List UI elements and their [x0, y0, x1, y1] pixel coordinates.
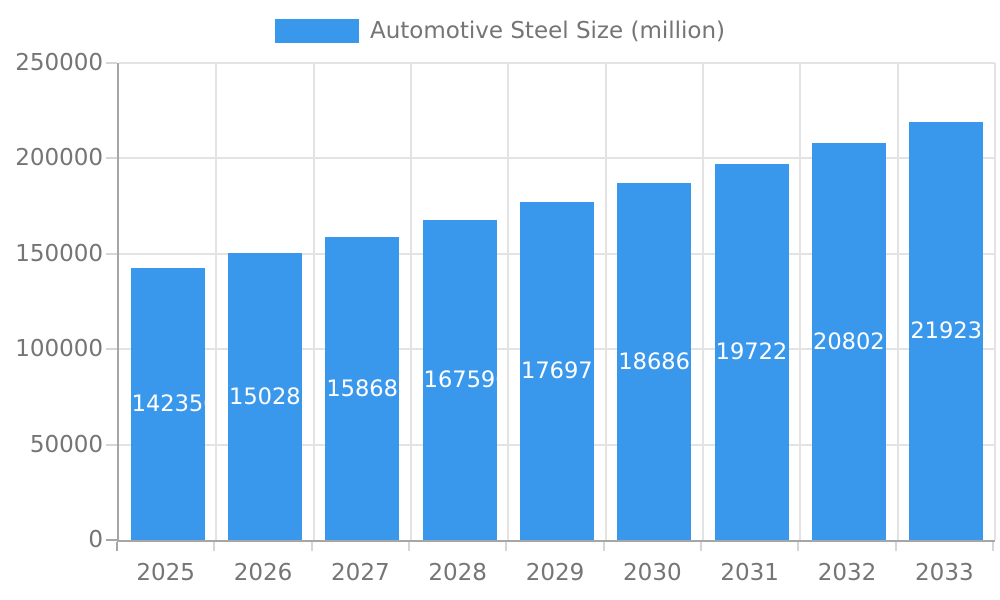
- x-tick-label: 2026: [233, 560, 293, 586]
- bar-value-label: 197221: [715, 338, 789, 365]
- bar[interactable]: 167596: [422, 220, 497, 540]
- x-axis-tick: [408, 542, 410, 551]
- y-tick-label: 100000: [15, 336, 103, 363]
- y-tick-label: 50000: [29, 431, 103, 458]
- x-axis-tick: [700, 542, 702, 551]
- bar[interactable]: 142350: [130, 268, 205, 540]
- bar[interactable]: 197221: [714, 163, 789, 540]
- y-axis-tick: [106, 348, 117, 351]
- bar-value-label: 167596: [423, 367, 497, 394]
- v-gridline: [994, 63, 996, 540]
- h-gridline: [119, 62, 995, 64]
- bar-value-label: 142350: [131, 391, 205, 418]
- legend-color-swatch[interactable]: [274, 19, 359, 43]
- x-axis-tick: [894, 542, 897, 551]
- chart-legend: Automotive Steel Size (million): [0, 18, 1000, 44]
- y-tick-label: 150000: [15, 240, 103, 267]
- legend-series-label[interactable]: Automotive Steel Size (million): [369, 18, 726, 44]
- x-axis-tick: [310, 542, 313, 551]
- y-tick-label: 250000: [15, 50, 103, 76]
- x-axis-tick: [505, 542, 508, 551]
- bar[interactable]: 150280: [228, 253, 302, 540]
- bar-value-label: 176972: [521, 358, 594, 385]
- x-axis-tick: [797, 542, 800, 551]
- y-axis-tick: [106, 252, 117, 255]
- bar-value-label: 208020: [813, 328, 886, 355]
- v-gridline: [702, 63, 704, 540]
- x-tick-label: 2025: [136, 560, 195, 586]
- x-tick-label: 2027: [331, 560, 390, 586]
- v-gridline: [312, 63, 315, 540]
- y-tick-label: 200000: [15, 145, 103, 172]
- x-tick-label: 2029: [525, 560, 585, 586]
- v-gridline: [896, 63, 899, 540]
- x-tick-label: 2032: [817, 560, 877, 586]
- x-tick-label: 2028: [428, 560, 487, 586]
- x-axis-tick: [116, 542, 118, 551]
- bar[interactable]: 158682: [325, 237, 400, 540]
- v-gridline: [507, 63, 510, 540]
- v-gridline: [410, 63, 412, 540]
- x-axis-tick: [602, 542, 605, 551]
- x-tick-label: 2033: [915, 560, 974, 586]
- y-axis-tick: [106, 62, 117, 64]
- h-gridline: [119, 157, 995, 160]
- x-tick-label: 2030: [623, 560, 682, 586]
- bar[interactable]: 176972: [520, 202, 594, 540]
- bar[interactable]: 208020: [812, 143, 886, 540]
- bar-value-label: 150280: [229, 383, 302, 410]
- y-axis-tick: [106, 539, 117, 541]
- v-gridline: [215, 63, 218, 540]
- y-axis-tick: [106, 157, 117, 160]
- x-tick-label: 2031: [720, 560, 779, 586]
- x-axis-tick: [992, 542, 994, 551]
- y-tick-label: 0: [88, 527, 103, 553]
- v-gridline: [604, 63, 607, 540]
- bar-value-label: 158682: [326, 375, 399, 402]
- v-gridline: [799, 63, 802, 540]
- y-axis-tick: [106, 443, 117, 446]
- x-axis-tick: [213, 542, 216, 551]
